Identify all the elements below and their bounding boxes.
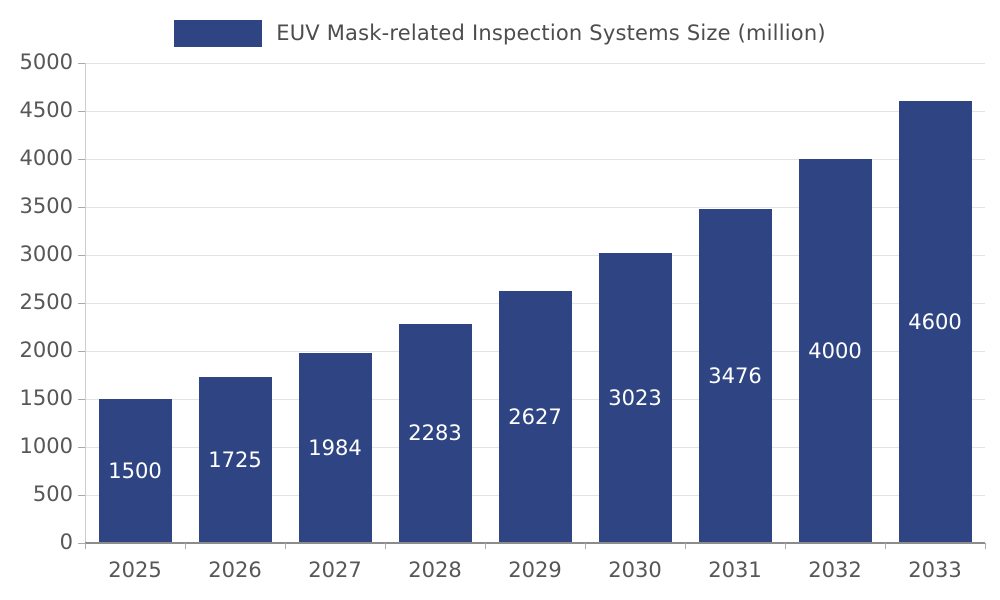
x-tick-label-2025: 2025: [108, 558, 162, 582]
plot-area: 1500 1725 1984 2283 2627 3023 3476 4000 4600: [85, 63, 986, 549]
bar-value-label: 2283: [408, 421, 462, 446]
y-tick-mark: [78, 303, 85, 304]
gridline: [85, 255, 985, 256]
y-tick-mark: [78, 63, 85, 64]
y-tick-label: 3000: [19, 242, 73, 266]
gridline: [85, 111, 985, 112]
x-tick-mark: [985, 543, 986, 549]
bar-value-label: 1725: [208, 448, 262, 473]
y-tick-mark: [78, 447, 85, 448]
x-tick-mark: [485, 543, 486, 549]
gridline: [85, 207, 985, 208]
x-tick-mark: [585, 543, 586, 549]
x-tick-label-2033: 2033: [908, 558, 962, 582]
y-tick-mark: [78, 351, 85, 352]
x-tick-label-2032: 2032: [808, 558, 862, 582]
bar-value-label: 1984: [308, 435, 362, 460]
bar-2028[interactable]: 2283: [398, 323, 472, 543]
bar-value-label: 4600: [908, 310, 962, 335]
x-tick-mark: [685, 543, 686, 549]
bar-2030[interactable]: 3023: [598, 252, 672, 543]
bar-2033[interactable]: 4600: [898, 101, 972, 543]
legend[interactable]: EUV Mask-related Inspection Systems Size…: [0, 18, 1000, 48]
bar-2025[interactable]: 1500: [98, 399, 172, 543]
y-tick-label: 5000: [19, 50, 73, 74]
x-tick-label-2028: 2028: [408, 558, 462, 582]
y-tick-label: 4000: [19, 146, 73, 170]
bar-2029[interactable]: 2627: [498, 290, 572, 543]
y-tick-mark: [78, 543, 85, 544]
y-tick-mark: [78, 159, 85, 160]
y-tick-label: 1500: [19, 386, 73, 410]
legend-swatch[interactable]: [174, 19, 263, 47]
x-tick-mark: [785, 543, 786, 549]
x-tick-mark: [185, 543, 186, 549]
y-tick-mark: [78, 495, 85, 496]
gridline: [85, 159, 985, 160]
x-axis-line: [85, 542, 985, 544]
y-tick-label: 4500: [19, 98, 73, 122]
y-axis-line: [85, 63, 86, 543]
y-tick-mark: [78, 207, 85, 208]
bar-2031[interactable]: 3476: [698, 209, 772, 543]
x-tick-mark: [885, 543, 886, 549]
bar-value-label: 4000: [808, 339, 862, 363]
bar-value-label: 3023: [608, 385, 662, 410]
y-tick-label: 3500: [19, 194, 73, 218]
bar-value-label: 2627: [508, 404, 562, 429]
y-tick-label: 1000: [19, 434, 73, 458]
x-tick-mark: [85, 543, 86, 549]
bar-2027[interactable]: 1984: [298, 352, 372, 543]
x-tick-mark: [285, 543, 286, 549]
y-tick-label: 2000: [19, 338, 73, 362]
x-tick-label-2027: 2027: [308, 558, 362, 582]
y-tick-label: 500: [32, 482, 73, 506]
x-axis-labels: 2025 2026 2027 2028 2029 2030 2031 2032 2033: [85, 558, 985, 588]
y-tick-mark: [78, 399, 85, 400]
gridline: [85, 63, 985, 64]
y-tick-label: 0: [59, 530, 73, 554]
y-tick-label: 2500: [19, 290, 73, 314]
bar-value-label: 1500: [108, 459, 162, 483]
x-tick-label-2026: 2026: [208, 558, 262, 582]
x-tick-label-2029: 2029: [508, 558, 562, 582]
x-tick-label-2031: 2031: [708, 558, 762, 582]
bar-2026[interactable]: 1725: [198, 377, 272, 543]
x-tick-label-2030: 2030: [608, 558, 662, 582]
y-tick-mark: [78, 111, 85, 112]
bar-2032[interactable]: 4000: [798, 159, 872, 543]
x-tick-mark: [385, 543, 386, 549]
legend-label: EUV Mask-related Inspection Systems Size…: [276, 21, 826, 45]
y-tick-mark: [78, 255, 85, 256]
bar-value-label: 3476: [708, 364, 762, 389]
